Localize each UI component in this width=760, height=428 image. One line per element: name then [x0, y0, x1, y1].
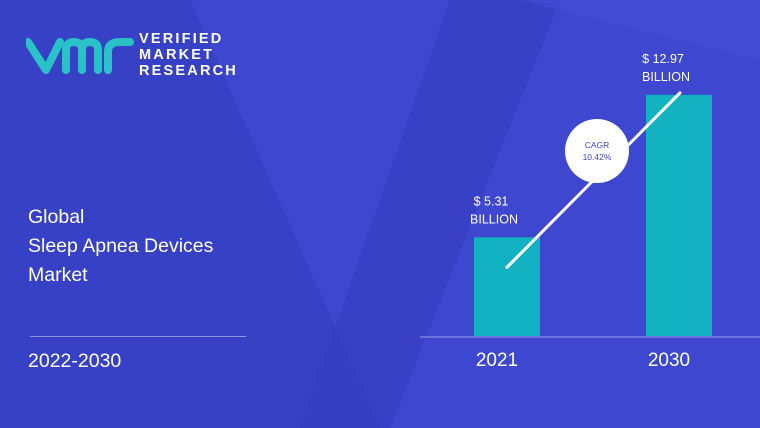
market-size-chart: $ 5.31 BILLION 2021 $ 12.97 BILLION 2030 CAGR 1…	[420, 52, 760, 371]
value-label-unit-2030: BILLION	[642, 70, 690, 84]
value-label-amount-2030: $ 12.97	[642, 52, 684, 66]
bar-2030	[646, 94, 712, 337]
report-title: Global Sleep Apnea Devices Market	[28, 203, 213, 290]
brand-wordmark: VERIFIED MARKET RESEARCH	[139, 31, 238, 79]
brand-line-2: MARKET	[139, 47, 215, 63]
title-divider	[30, 336, 246, 337]
cagr-circle	[565, 119, 629, 183]
brand-line-3: RESEARCH	[139, 63, 238, 79]
title-line-1: Global	[28, 206, 85, 228]
value-label-unit-2021: BILLION	[470, 212, 518, 226]
forecast-period: 2022-2030	[28, 350, 122, 372]
tick-label-2030: 2030	[648, 350, 690, 371]
brand-line-1: VERIFIED	[139, 31, 224, 47]
cagr-label: CAGR	[585, 140, 610, 150]
vmr-logo-icon	[26, 38, 134, 74]
bar-2021	[474, 237, 540, 336]
title-line-2: Sleep Apnea Devices	[28, 235, 214, 257]
title-line-3: Market	[28, 264, 88, 286]
tick-label-2021: 2021	[476, 350, 518, 371]
cagr-value: 10.42%	[583, 152, 612, 162]
value-label-amount-2021: $ 5.31	[474, 194, 509, 208]
